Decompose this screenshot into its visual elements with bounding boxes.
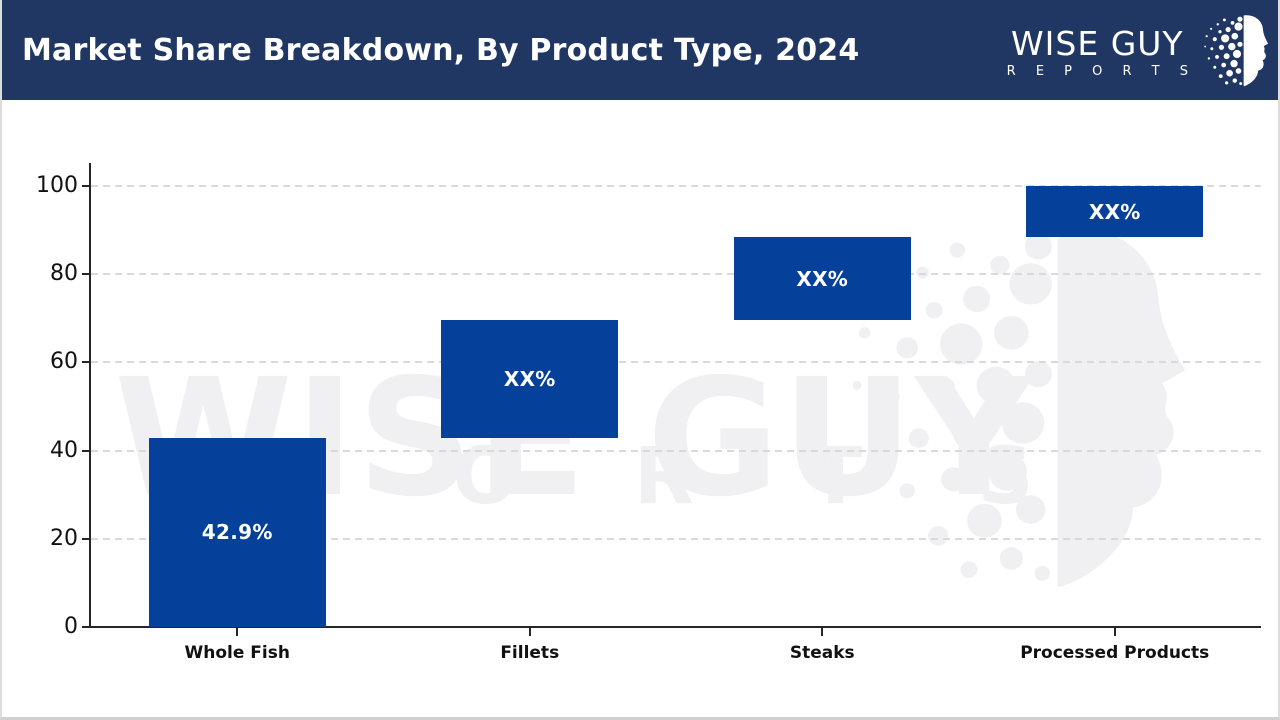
- logo-text: WISE GUY R E P O R T S: [999, 27, 1196, 79]
- x-tick-0: [236, 628, 239, 636]
- bar-value-label: 42.9%: [201, 520, 273, 545]
- y-tick-label-80: 80: [50, 261, 78, 287]
- y-tick-label-20: 20: [50, 525, 78, 551]
- gridline-20: [91, 537, 1261, 540]
- bar-value-label: XX%: [1088, 199, 1141, 224]
- gridline-40: [91, 449, 1261, 452]
- bar-steaks: XX%: [733, 237, 911, 321]
- y-axis-line: [89, 163, 91, 628]
- y-tick-20: [82, 537, 91, 540]
- x-tick-3: [1113, 628, 1116, 636]
- y-tick-80: [82, 273, 91, 276]
- bar-processed-products: XX%: [1026, 186, 1204, 238]
- page-title: Market Share Breakdown, By Product Type,…: [22, 32, 860, 68]
- bar-value-label: XX%: [503, 366, 556, 391]
- wiseguy-logo: WISE GUY R E P O R T S: [999, 4, 1274, 98]
- gridline-100: [91, 185, 1261, 187]
- y-tick-0: [82, 626, 91, 628]
- x-tick-2: [821, 628, 824, 636]
- y-tick-100: [82, 185, 91, 187]
- logo-subtext: R E P O R T S: [1006, 63, 1196, 79]
- header-bar: Market Share Breakdown, By Product Type,…: [2, 0, 1278, 100]
- bar-whole-fish: 42.9%: [148, 437, 326, 627]
- chart-canvas: WISE GUY P O R T S 0 20 40 60 80 100 42.9% Whol…: [2, 100, 1278, 717]
- y-tick-60: [82, 361, 91, 364]
- x-tick-label-2: Steaks: [789, 643, 855, 663]
- y-tick-label-100: 100: [36, 173, 78, 198]
- logo-wordmark: WISE GUY: [1011, 24, 1184, 64]
- x-tick-1: [528, 628, 531, 636]
- y-tick-label-0: 0: [64, 614, 78, 639]
- x-tick-label-3: Processed Products: [1020, 643, 1210, 663]
- plot-area: 0 20 40 60 80 100 42.9% Whole Fish XX% Fillets XX%…: [2, 100, 1278, 717]
- gridline-60: [91, 361, 1261, 364]
- head-profile-dots-icon: [1200, 5, 1274, 97]
- x-tick-label-1: Fillets: [500, 643, 560, 663]
- bar-value-label: XX%: [796, 266, 849, 291]
- y-tick-40: [82, 449, 91, 452]
- y-tick-label-40: 40: [50, 437, 78, 463]
- y-tick-label-60: 60: [50, 349, 78, 375]
- x-axis-line: [89, 626, 1261, 628]
- x-tick-label-0: Whole Fish: [184, 643, 290, 663]
- gridline-80: [91, 273, 1261, 276]
- bar-fillets: XX%: [441, 320, 619, 438]
